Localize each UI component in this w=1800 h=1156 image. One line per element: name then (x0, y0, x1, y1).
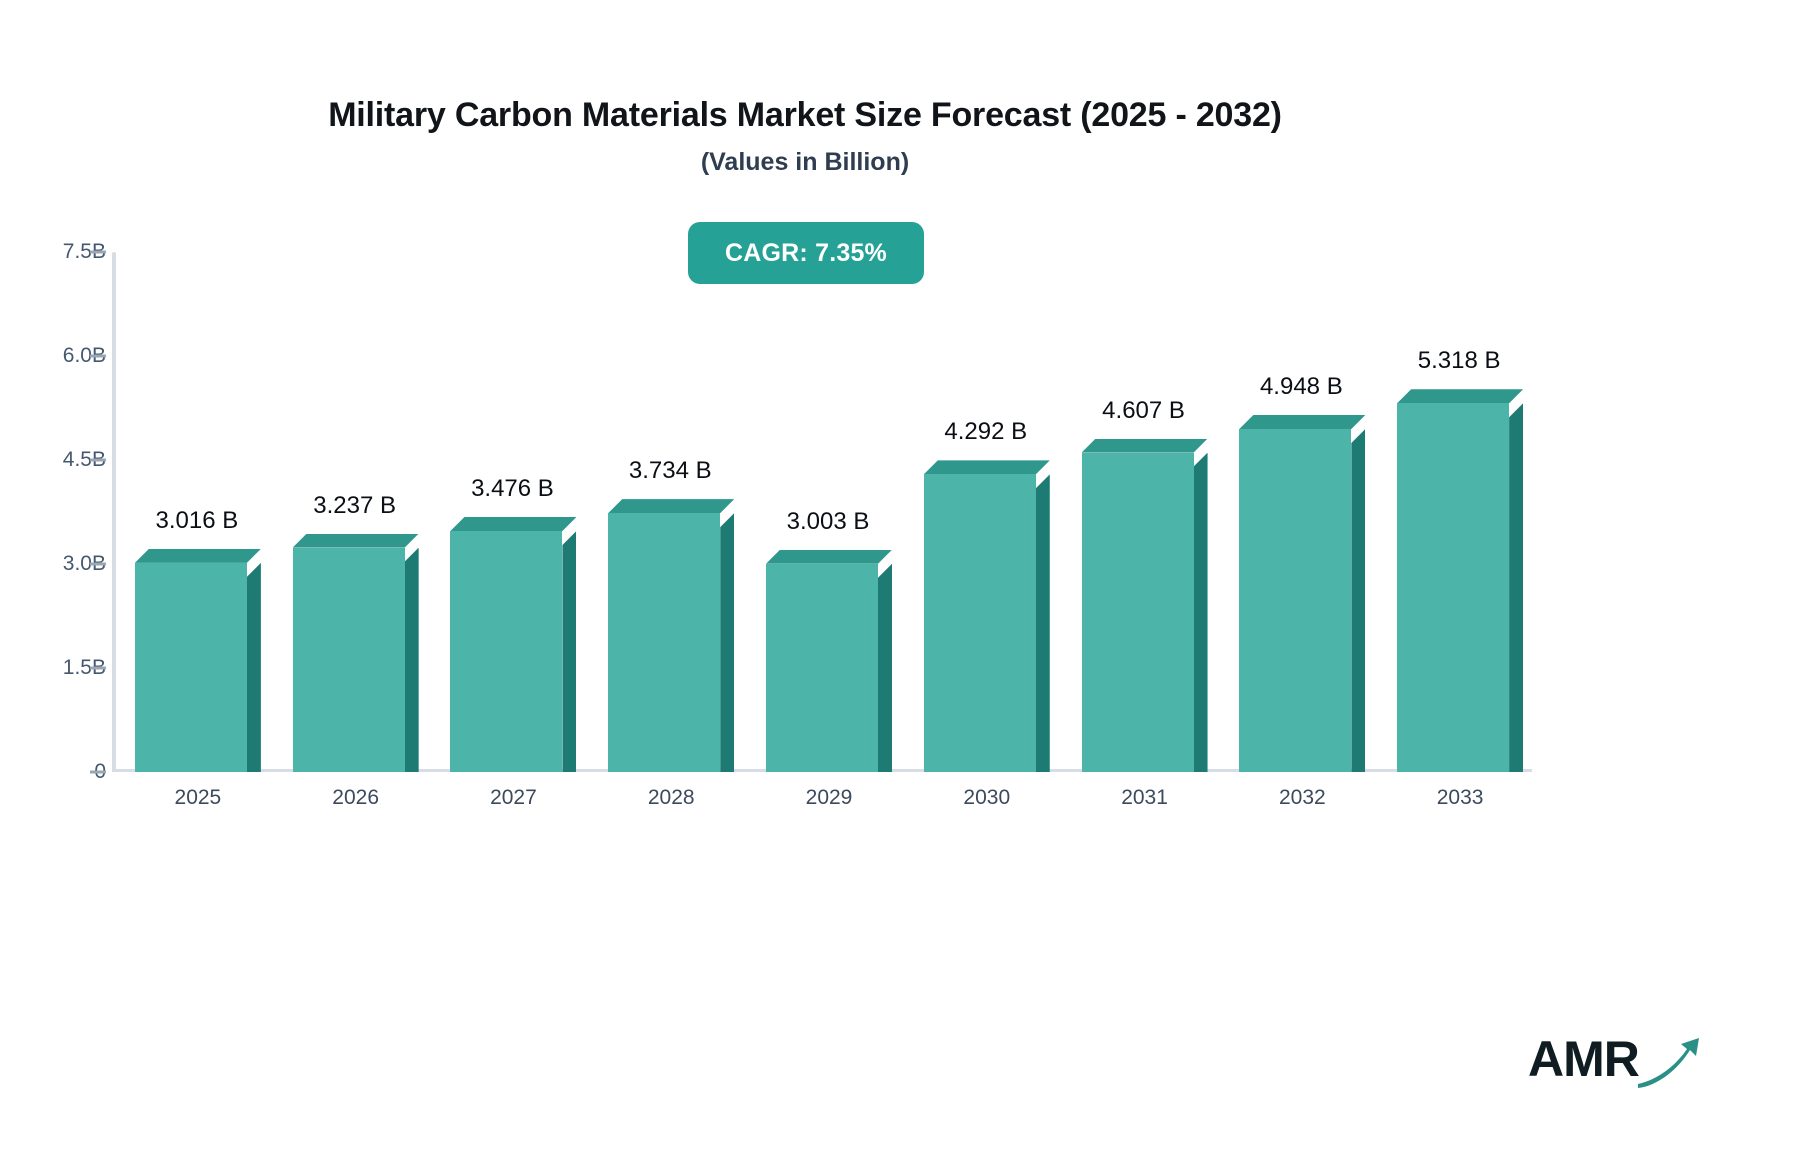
y-axis-tick-mark (90, 666, 106, 670)
y-axis-tick-mark (90, 458, 106, 462)
bar-top-face (1081, 438, 1208, 453)
bar (766, 549, 892, 772)
x-axis-label: 2029 (805, 786, 853, 809)
chart-subtitle: (Values in Billion) (700, 148, 910, 176)
bar-value-label: 3.016 B (155, 506, 239, 534)
bar-top-face (1239, 414, 1366, 429)
x-axis-label: 2027 (490, 786, 537, 809)
cagr-badge-label: CAGR: 7.35% (725, 238, 887, 267)
bar-value-label: 3.734 B (628, 457, 712, 485)
bar-side-face (1035, 474, 1050, 772)
y-axis-tick-label: 1.5B (62, 656, 106, 679)
y-axis-tick-label: 4.5B (62, 448, 106, 471)
bar-value-label: 4.948 B (1259, 372, 1343, 400)
y-axis-line (112, 252, 116, 772)
bar-value-label: 3.237 B (313, 491, 397, 519)
amr-logo: AMR (1528, 1030, 1699, 1092)
bar-side-face (562, 531, 577, 772)
bar-side-face (1193, 452, 1208, 772)
bar-front-face (1081, 452, 1194, 772)
bar-series: 3.016 B 3.237 B 3.476 B 3.734 B 3.003 B 4.292… (112, 252, 1532, 772)
x-axis-label: 2031 (1121, 786, 1168, 809)
bar-front-face (1239, 428, 1352, 772)
bar-front-face (450, 531, 563, 772)
bar-value-label: 5.318 B (1417, 347, 1501, 375)
bar-front-face (766, 563, 878, 772)
x-axis-label: 2026 (332, 786, 380, 809)
bar-front-face (923, 474, 1036, 772)
growth-arrow-icon (1638, 1038, 1699, 1088)
bar (292, 533, 419, 772)
y-axis-tick-mark (90, 770, 106, 774)
bar-side-face (878, 563, 892, 772)
y-axis-tick-label: 3.0B (62, 552, 106, 575)
x-axis-label: 2032 (1278, 786, 1326, 809)
y-axis-tick-mark (90, 250, 106, 254)
bar (923, 460, 1050, 772)
bar-side-face (246, 562, 261, 772)
bar-top-face (292, 533, 419, 548)
cagr-badge: CAGR: 7.35% (688, 222, 924, 284)
bar-top-face (923, 460, 1050, 475)
bar-side-face (404, 547, 419, 772)
bar-top-face (766, 549, 892, 564)
bar-value-label: 3.476 B (471, 475, 554, 502)
bar-top-face (1397, 389, 1524, 404)
bar-side-face (720, 513, 735, 772)
page-title: Military Carbon Materials Market Size Fo… (328, 96, 1282, 134)
bar-side-face (1509, 403, 1524, 772)
bar (450, 517, 577, 772)
bar-value-label: 3.003 B (786, 507, 870, 535)
bar-front-face (292, 547, 405, 772)
x-axis-label: 2033 (1436, 786, 1484, 809)
bar-top-face (450, 517, 577, 531)
y-axis-tick-label: 7.5B (62, 240, 106, 263)
y-axis-tick-mark (90, 562, 106, 566)
bar-front-face (134, 562, 247, 772)
bar-top-face (134, 548, 261, 563)
bar-value-label: 4.292 B (944, 418, 1028, 446)
bar-value-label: 4.607 B (1102, 396, 1185, 424)
bar-front-face (1397, 403, 1510, 772)
x-axis-label: 2030 (963, 786, 1011, 809)
bar (134, 548, 261, 772)
bar (1397, 389, 1524, 772)
bar (608, 499, 735, 772)
x-axis-label: 2025 (174, 786, 222, 809)
bar-top-face (608, 499, 735, 514)
bar (1239, 414, 1366, 772)
x-axis-label: 2028 (647, 786, 695, 809)
bar-front-face (608, 513, 721, 772)
bar (1081, 438, 1208, 772)
amr-logo-text: AMR (1528, 1031, 1640, 1087)
bar-side-face (1351, 428, 1366, 772)
y-axis-tick-label: 6.0B (62, 344, 106, 367)
y-axis-tick-mark (90, 354, 106, 358)
